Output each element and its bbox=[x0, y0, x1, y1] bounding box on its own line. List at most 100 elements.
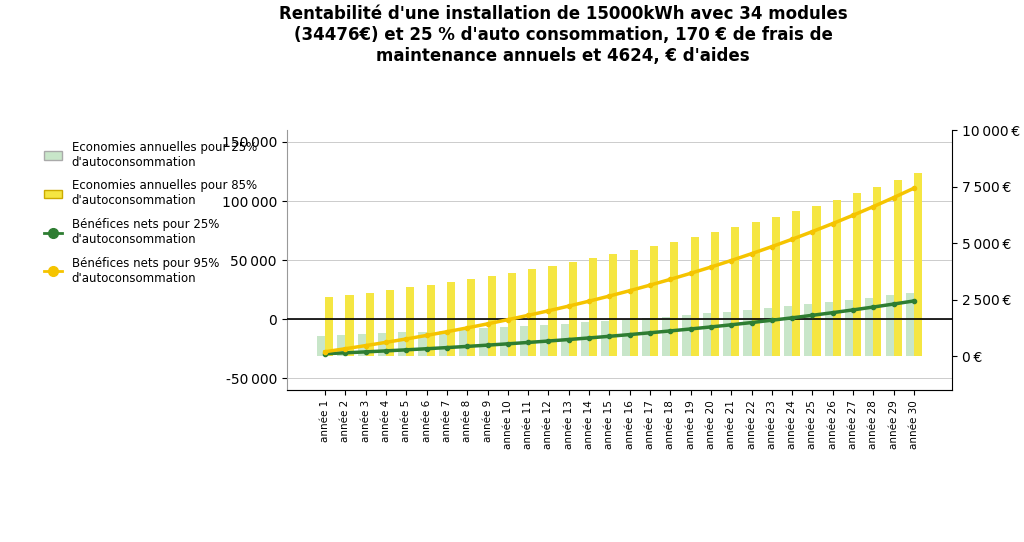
Bénéfices nets pour 25%
d'autoconsommation bbox=[806, 312, 818, 319]
Bénéfices nets pour 25%
d'autoconsommation bbox=[786, 314, 799, 321]
Bar bbox=[419, 332, 427, 356]
Line: Bénéfices nets pour 25%
d'autoconsommation: Bénéfices nets pour 25% d'autoconsommati… bbox=[323, 299, 916, 356]
Bar bbox=[317, 336, 325, 356]
Bar bbox=[894, 180, 902, 356]
Bar bbox=[914, 173, 922, 356]
Bénéfices nets pour 25%
d'autoconsommation bbox=[380, 347, 392, 354]
Bar bbox=[500, 327, 508, 356]
Bénéfices nets pour 25%
d'autoconsommation bbox=[400, 346, 413, 353]
Bar bbox=[581, 322, 589, 356]
Bar bbox=[378, 333, 386, 356]
Bénéfices nets pour 95%
d'autoconsommation bbox=[826, 220, 839, 227]
Bénéfices nets pour 25%
d'autoconsommation bbox=[867, 304, 880, 310]
Bénéfices nets pour 95%
d'autoconsommation bbox=[461, 325, 473, 331]
Bar bbox=[528, 269, 537, 356]
Bénéfices nets pour 95%
d'autoconsommation bbox=[543, 307, 555, 314]
Bénéfices nets pour 25%
d'autoconsommation bbox=[543, 338, 555, 344]
Bar bbox=[439, 331, 446, 356]
Bénéfices nets pour 95%
d'autoconsommation bbox=[888, 195, 900, 201]
Bénéfices nets pour 95%
d'autoconsommation bbox=[766, 243, 778, 250]
Bar bbox=[824, 302, 833, 356]
Bénéfices nets pour 95%
d'autoconsommation bbox=[562, 303, 574, 309]
Bénéfices nets pour 95%
d'autoconsommation bbox=[684, 270, 696, 276]
Bénéfices nets pour 95%
d'autoconsommation bbox=[522, 312, 535, 319]
Bénéfices nets pour 95%
d'autoconsommation bbox=[624, 287, 636, 294]
Bénéfices nets pour 25%
d'autoconsommation bbox=[888, 301, 900, 307]
Bénéfices nets pour 25%
d'autoconsommation bbox=[766, 317, 778, 324]
Bar bbox=[345, 295, 353, 356]
Bénéfices nets pour 25%
d'autoconsommation bbox=[359, 349, 372, 355]
Bénéfices nets pour 25%
d'autoconsommation bbox=[745, 319, 758, 326]
Line: Bénéfices nets pour 95%
d'autoconsommation: Bénéfices nets pour 95% d'autoconsommati… bbox=[323, 186, 916, 354]
Bénéfices nets pour 25%
d'autoconsommation bbox=[725, 321, 737, 328]
Bénéfices nets pour 25%
d'autoconsommation bbox=[318, 351, 331, 357]
Bar bbox=[560, 324, 568, 356]
Bénéfices nets pour 95%
d'autoconsommation bbox=[847, 212, 859, 218]
Bénéfices nets pour 95%
d'autoconsommation bbox=[745, 250, 758, 257]
Bar bbox=[743, 310, 752, 356]
Text: Rentabilité d'une installation de 15000kWh avec 34 modules
(34476€) et 25 % d'au: Rentabilité d'une installation de 15000k… bbox=[279, 5, 848, 65]
Bénéfices nets pour 95%
d'autoconsommation bbox=[359, 343, 372, 349]
Bénéfices nets pour 95%
d'autoconsommation bbox=[705, 264, 717, 270]
Bénéfices nets pour 95%
d'autoconsommation bbox=[867, 203, 880, 210]
Bar bbox=[622, 320, 630, 356]
Bénéfices nets pour 25%
d'autoconsommation bbox=[502, 340, 514, 347]
Bar bbox=[568, 262, 577, 356]
Bar bbox=[702, 313, 711, 356]
Bar bbox=[609, 254, 617, 356]
Bar bbox=[711, 233, 719, 356]
Bénéfices nets pour 25%
d'autoconsommation bbox=[665, 328, 677, 334]
Bar bbox=[479, 328, 487, 356]
Bar bbox=[630, 250, 638, 356]
Bar bbox=[886, 295, 894, 356]
Bar bbox=[784, 306, 793, 356]
Bar bbox=[459, 330, 467, 356]
Bar bbox=[508, 273, 516, 356]
Bar bbox=[690, 237, 698, 356]
Bénéfices nets pour 95%
d'autoconsommation bbox=[806, 228, 818, 235]
Bar bbox=[906, 293, 914, 356]
Bar bbox=[541, 325, 549, 356]
Bar bbox=[723, 312, 731, 356]
Bar bbox=[386, 290, 394, 356]
Bénéfices nets pour 95%
d'autoconsommation bbox=[725, 257, 737, 264]
Bar bbox=[427, 285, 435, 356]
Bar bbox=[366, 293, 374, 356]
Bénéfices nets pour 95%
d'autoconsommation bbox=[481, 321, 494, 327]
Bar bbox=[853, 193, 861, 356]
Bar bbox=[325, 298, 333, 356]
Bar bbox=[520, 326, 528, 356]
Bénéfices nets pour 95%
d'autoconsommation bbox=[421, 332, 433, 339]
Bénéfices nets pour 25%
d'autoconsommation bbox=[421, 345, 433, 352]
Bar bbox=[804, 304, 812, 356]
Bar bbox=[873, 186, 882, 356]
Legend: Economies annuelles pour 25%
d'autoconsommation, Economies annuelles pour 85%
d': Economies annuelles pour 25% d'autoconso… bbox=[40, 136, 261, 289]
Bénéfices nets pour 95%
d'autoconsommation bbox=[603, 293, 615, 299]
Bénéfices nets pour 25%
d'autoconsommation bbox=[603, 333, 615, 339]
Bénéfices nets pour 25%
d'autoconsommation bbox=[624, 331, 636, 338]
Bénéfices nets pour 95%
d'autoconsommation bbox=[440, 328, 453, 335]
Bar bbox=[642, 318, 650, 356]
Bénéfices nets pour 25%
d'autoconsommation bbox=[583, 334, 595, 341]
Bar bbox=[398, 332, 407, 356]
Bar bbox=[671, 242, 679, 356]
Bar bbox=[337, 335, 345, 356]
Bénéfices nets pour 25%
d'autoconsommation bbox=[339, 350, 351, 356]
Bar bbox=[752, 222, 760, 356]
Bénéfices nets pour 25%
d'autoconsommation bbox=[826, 309, 839, 316]
Bénéfices nets pour 95%
d'autoconsommation bbox=[502, 317, 514, 323]
Bar bbox=[601, 321, 609, 356]
Bar bbox=[812, 205, 820, 356]
Bar bbox=[407, 287, 415, 356]
Bar bbox=[446, 282, 455, 356]
Bénéfices nets pour 95%
d'autoconsommation bbox=[400, 335, 413, 342]
Bar bbox=[549, 266, 557, 356]
Bénéfices nets pour 25%
d'autoconsommation bbox=[705, 324, 717, 330]
Bar bbox=[487, 276, 496, 356]
Bénéfices nets pour 95%
d'autoconsommation bbox=[786, 236, 799, 242]
Bar bbox=[467, 279, 475, 356]
Bar bbox=[845, 300, 853, 356]
Bénéfices nets pour 95%
d'autoconsommation bbox=[380, 339, 392, 346]
Bénéfices nets pour 25%
d'autoconsommation bbox=[684, 326, 696, 332]
Bénéfices nets pour 25%
d'autoconsommation bbox=[481, 342, 494, 349]
